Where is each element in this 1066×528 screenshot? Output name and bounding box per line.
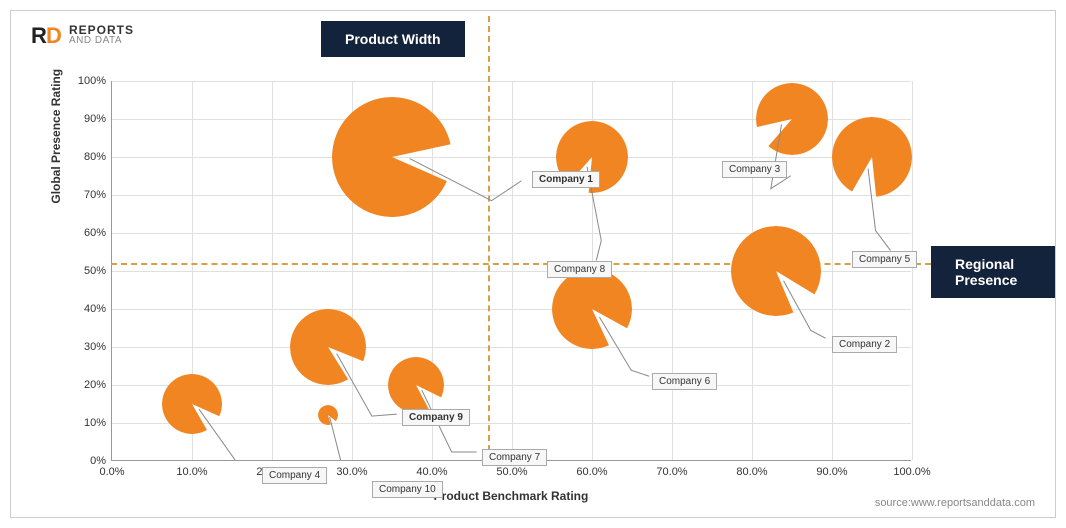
bubble: [332, 97, 452, 217]
bubble-label: Company 8: [547, 261, 612, 278]
bubble-label: Company 2: [832, 336, 897, 353]
svg-text:D: D: [46, 23, 62, 47]
y-tick-label: 30%: [84, 341, 106, 353]
svg-text:R: R: [31, 23, 47, 47]
bubble: [388, 357, 444, 413]
gridline-v: [512, 81, 513, 460]
bubble: [731, 226, 821, 316]
x-tick-label: 100.0%: [893, 466, 930, 478]
y-tick-label: 90%: [84, 113, 106, 125]
x-tick-label: 0.0%: [99, 466, 124, 478]
y-tick-label: 80%: [84, 151, 106, 163]
gridline-v: [912, 81, 913, 460]
x-axis-label: Product Benchmark Rating: [434, 489, 589, 503]
logo-icon: R D: [31, 23, 63, 47]
y-tick-label: 40%: [84, 303, 106, 315]
x-tick-label: 60.0%: [576, 466, 607, 478]
chart-container: R D REPORTS AND DATA Product Width Regio…: [10, 10, 1056, 518]
bubble: [832, 117, 912, 197]
bubble-label: Company 4: [262, 467, 327, 484]
y-tick-label: 100%: [78, 75, 106, 87]
logo-text-anddata: AND DATA: [69, 36, 134, 46]
bubble-label: Company 1: [532, 171, 600, 188]
bubble-label: Company 10: [372, 481, 443, 498]
y-tick-label: 50%: [84, 265, 106, 277]
header-product-width: Product Width: [321, 21, 465, 57]
bubble: [552, 269, 632, 349]
logo: R D REPORTS AND DATA: [31, 23, 134, 47]
bubble-label: Company 5: [852, 251, 917, 268]
bubble-label: Company 3: [722, 161, 787, 178]
x-tick-label: 10.0%: [176, 466, 207, 478]
x-tick-label: 50.0%: [496, 466, 527, 478]
bubble-label: Company 7: [482, 449, 547, 466]
bubble: [290, 309, 366, 385]
bubble-label: Company 9: [402, 409, 470, 426]
ref-line-vertical: [488, 16, 490, 461]
x-tick-label: 30.0%: [336, 466, 367, 478]
x-tick-label: 80.0%: [736, 466, 767, 478]
y-tick-label: 10%: [84, 417, 106, 429]
bubble: [756, 83, 828, 155]
logo-text: REPORTS AND DATA: [69, 24, 134, 46]
gridline-v: [832, 81, 833, 460]
x-tick-label: 70.0%: [656, 466, 687, 478]
y-tick-label: 20%: [84, 379, 106, 391]
y-axis-label: Global Presence Rating: [49, 69, 63, 204]
source-text: source:www.reportsanddata.com: [875, 497, 1035, 509]
x-tick-label: 90.0%: [816, 466, 847, 478]
header-regional-presence: Regional Presence: [931, 246, 1055, 298]
gridline-v: [672, 81, 673, 460]
y-tick-label: 60%: [84, 227, 106, 239]
gridline-v: [272, 81, 273, 460]
bubble: [162, 374, 222, 434]
plot-area: 0%10%20%30%40%50%60%70%80%90%100%0.0%10.…: [111, 81, 911, 461]
x-tick-label: 40.0%: [416, 466, 447, 478]
y-tick-label: 70%: [84, 189, 106, 201]
bubble-label: Company 6: [652, 373, 717, 390]
bubble: [318, 405, 338, 425]
